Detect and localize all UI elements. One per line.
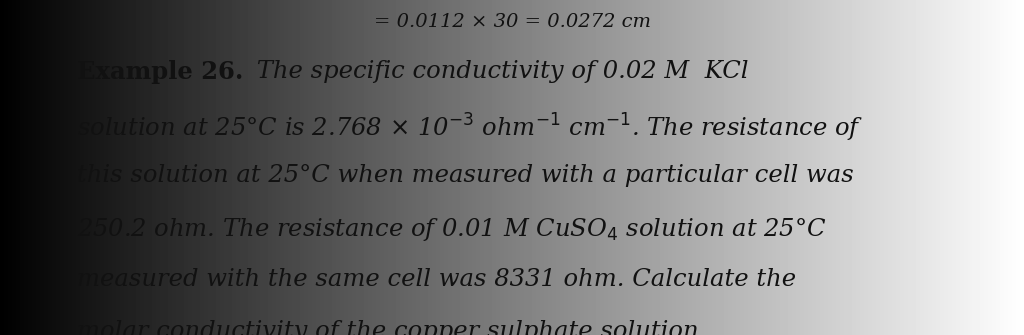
Text: The specific conductivity of 0.02 M  KCl: The specific conductivity of 0.02 M KCl — [249, 60, 749, 83]
Text: this solution at 25°C when measured with a particular cell was: this solution at 25°C when measured with… — [77, 164, 854, 187]
Text: solution at 25°C is 2.768 $\times$ 10$^{-3}$ ohm$^{-1}$ cm$^{-1}$. The resistanc: solution at 25°C is 2.768 $\times$ 10$^{… — [77, 112, 863, 144]
Text: = 0.0112 × 30 = 0.0272 cm: = 0.0112 × 30 = 0.0272 cm — [374, 13, 650, 31]
Text: measured with the same cell was 8331 ohm. Calculate the: measured with the same cell was 8331 ohm… — [77, 268, 796, 291]
Text: molar conductivity of the copper sulphate solution.: molar conductivity of the copper sulphat… — [77, 320, 707, 335]
Text: Example 26.: Example 26. — [77, 60, 243, 84]
Text: 250.2 ohm. The resistance of 0.01 M CuSO$_4$ solution at 25°C: 250.2 ohm. The resistance of 0.01 M CuSO… — [77, 216, 826, 243]
